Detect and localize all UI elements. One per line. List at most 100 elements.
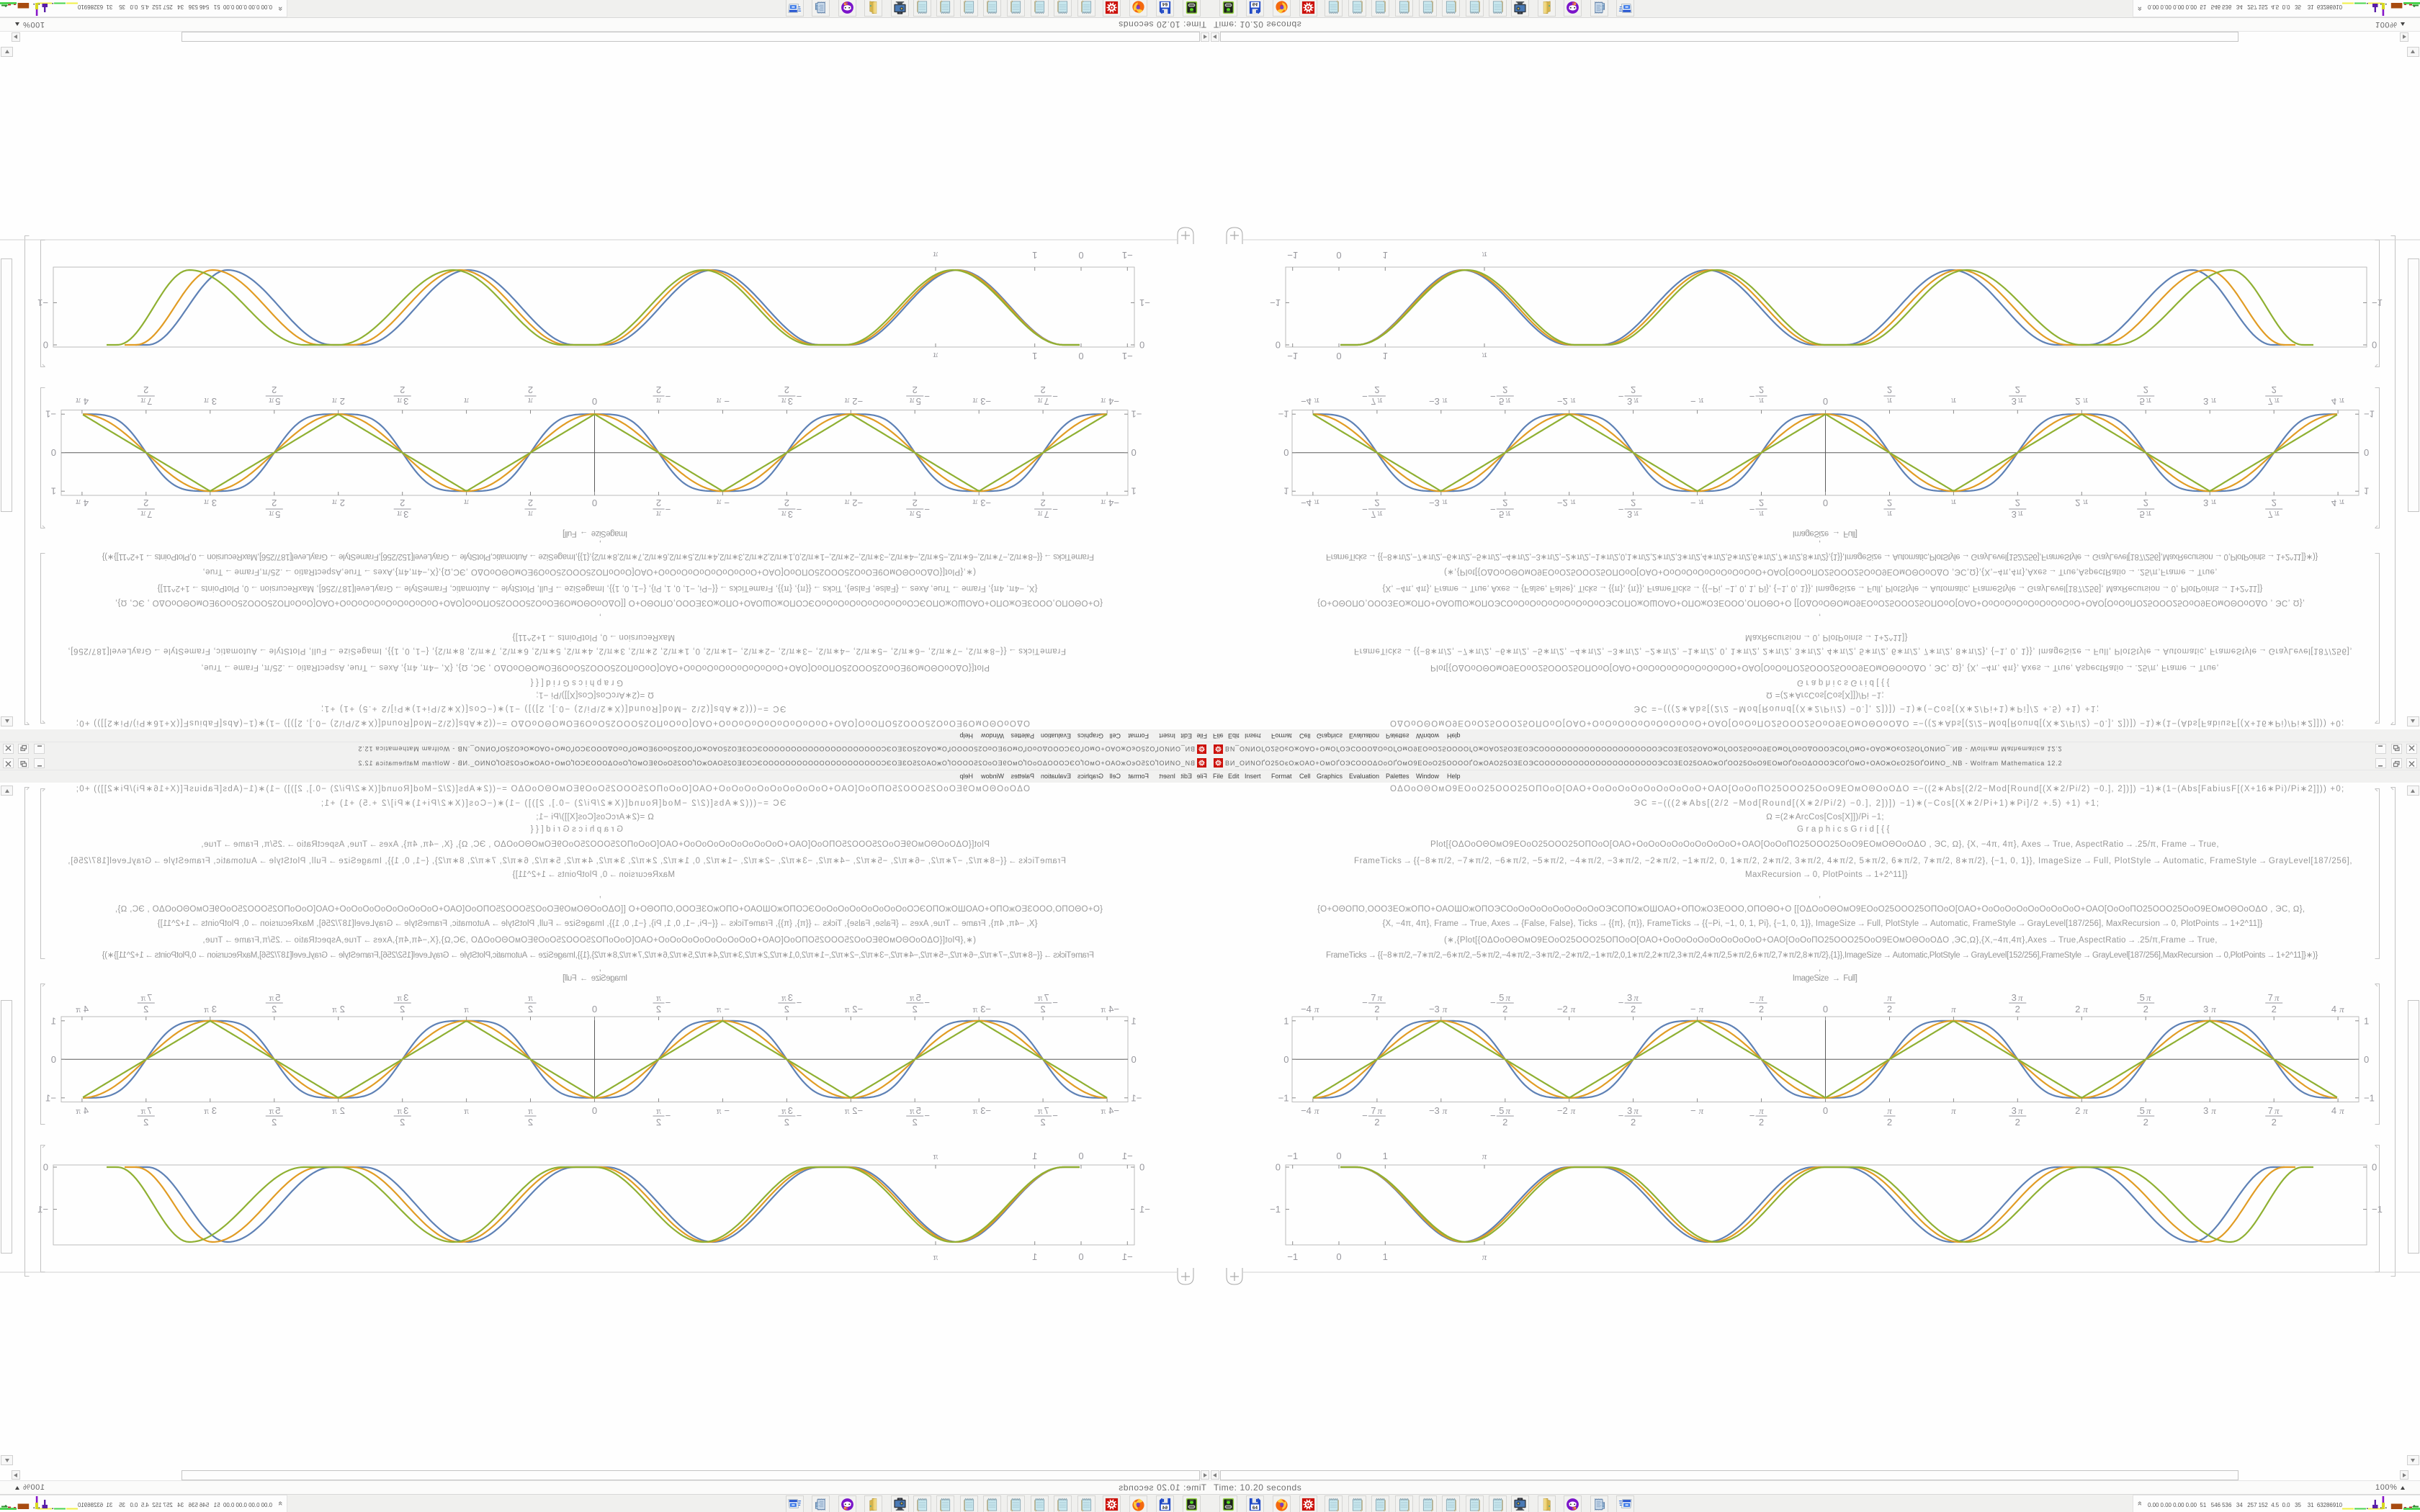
svg-text:−3: −3 bbox=[1429, 396, 1440, 407]
svg-text:−1: −1 bbox=[45, 409, 56, 420]
svg-text:−: − bbox=[1749, 504, 1755, 515]
svg-text:0: 0 bbox=[1078, 250, 1083, 261]
svg-text:π: π bbox=[1571, 1105, 1576, 1116]
svg-text:0: 0 bbox=[1283, 447, 1289, 458]
svg-text:π: π bbox=[464, 1105, 469, 1116]
svg-text:−4: −4 bbox=[1301, 1004, 1312, 1014]
svg-text:0: 0 bbox=[1078, 351, 1083, 361]
svg-text:2: 2 bbox=[2272, 384, 2277, 395]
svg-text:π: π bbox=[1571, 1004, 1576, 1014]
svg-text:π: π bbox=[933, 351, 938, 361]
svg-text:2: 2 bbox=[528, 498, 533, 508]
svg-text:π: π bbox=[332, 1004, 337, 1014]
svg-text:π: π bbox=[1378, 992, 1383, 1003]
svg-text:1: 1 bbox=[1032, 351, 1037, 361]
svg-text:π: π bbox=[1314, 396, 1319, 407]
svg-text:π: π bbox=[76, 498, 81, 508]
svg-text:4: 4 bbox=[84, 396, 89, 407]
svg-text:2: 2 bbox=[2075, 1004, 2080, 1014]
svg-text:−: − bbox=[924, 1110, 930, 1121]
svg-text:−: − bbox=[797, 391, 802, 402]
svg-text:2: 2 bbox=[2075, 396, 2080, 407]
svg-text:0: 0 bbox=[1131, 447, 1137, 458]
svg-text:5: 5 bbox=[1499, 396, 1504, 407]
svg-text:0: 0 bbox=[592, 1105, 597, 1116]
svg-text:π: π bbox=[1506, 1105, 1511, 1116]
svg-text:π: π bbox=[1699, 1105, 1704, 1116]
svg-text:π: π bbox=[1951, 1105, 1956, 1116]
svg-text:π: π bbox=[844, 498, 849, 508]
svg-text:π: π bbox=[933, 250, 938, 261]
svg-text:0: 0 bbox=[1823, 498, 1828, 508]
svg-text:π: π bbox=[1037, 396, 1042, 407]
svg-text:π: π bbox=[464, 498, 469, 508]
svg-text:5: 5 bbox=[2140, 992, 2145, 1003]
svg-text:π: π bbox=[1634, 1105, 1639, 1116]
svg-text:π: π bbox=[1037, 509, 1042, 520]
svg-text:−: − bbox=[1490, 504, 1496, 515]
svg-text:5: 5 bbox=[916, 1105, 921, 1116]
svg-text:1: 1 bbox=[1032, 1151, 1037, 1161]
svg-text:7: 7 bbox=[2268, 992, 2273, 1003]
svg-text:0: 0 bbox=[1139, 340, 1144, 351]
svg-text:7: 7 bbox=[1371, 509, 1376, 520]
svg-text:−: − bbox=[1690, 1105, 1696, 1116]
svg-text:2: 2 bbox=[2015, 1004, 2020, 1014]
svg-text:3: 3 bbox=[212, 498, 217, 508]
svg-text:3: 3 bbox=[1627, 992, 1632, 1003]
svg-text:−1: −1 bbox=[1287, 1251, 1298, 1262]
svg-text:2: 2 bbox=[1502, 1004, 1507, 1014]
svg-text:π: π bbox=[716, 1105, 721, 1116]
svg-text:π: π bbox=[1759, 992, 1764, 1003]
svg-text:π: π bbox=[1699, 396, 1704, 407]
svg-text:0: 0 bbox=[1276, 340, 1281, 351]
svg-text:π: π bbox=[1443, 498, 1448, 508]
svg-text:7: 7 bbox=[1371, 1105, 1376, 1116]
svg-text:0: 0 bbox=[1336, 351, 1341, 361]
svg-text:−1: −1 bbox=[1122, 250, 1133, 261]
svg-text:0: 0 bbox=[1283, 1054, 1289, 1065]
svg-text:−1: −1 bbox=[45, 1092, 56, 1103]
svg-text:2: 2 bbox=[1502, 384, 1507, 395]
svg-text:−4: −4 bbox=[1108, 1004, 1119, 1014]
svg-text:π: π bbox=[1443, 1105, 1448, 1116]
svg-text:4: 4 bbox=[2331, 1105, 2336, 1116]
svg-text:0: 0 bbox=[1336, 1251, 1341, 1262]
svg-text:π: π bbox=[269, 1105, 274, 1116]
svg-text:2: 2 bbox=[340, 1105, 345, 1116]
svg-text:2: 2 bbox=[340, 396, 345, 407]
svg-text:π: π bbox=[1378, 509, 1383, 520]
svg-text:1: 1 bbox=[1383, 351, 1388, 361]
svg-text:−3: −3 bbox=[1429, 1105, 1440, 1116]
svg-text:−1: −1 bbox=[1278, 409, 1289, 420]
svg-text:7: 7 bbox=[2268, 396, 2273, 407]
svg-text:2: 2 bbox=[272, 1004, 277, 1014]
svg-text:7: 7 bbox=[1371, 992, 1376, 1003]
svg-text:−: − bbox=[724, 396, 730, 407]
svg-text:π: π bbox=[1506, 509, 1511, 520]
svg-text:π: π bbox=[332, 498, 337, 508]
svg-text:1: 1 bbox=[1383, 1151, 1388, 1161]
svg-text:π: π bbox=[1951, 396, 1956, 407]
svg-text:7: 7 bbox=[2268, 509, 2273, 520]
svg-text:π: π bbox=[204, 498, 209, 508]
svg-text:2: 2 bbox=[1759, 1117, 1764, 1128]
svg-text:3: 3 bbox=[212, 1004, 217, 1014]
svg-text:1: 1 bbox=[1131, 486, 1137, 497]
svg-text:π: π bbox=[2018, 509, 2023, 520]
svg-text:0: 0 bbox=[1823, 1105, 1828, 1116]
svg-text:2: 2 bbox=[2143, 498, 2148, 508]
svg-text:π: π bbox=[2211, 396, 2216, 407]
svg-text:2: 2 bbox=[1759, 1004, 1764, 1014]
svg-text:π: π bbox=[1634, 992, 1639, 1003]
svg-text:7: 7 bbox=[1371, 396, 1376, 407]
svg-text:7: 7 bbox=[1044, 396, 1049, 407]
svg-text:2: 2 bbox=[528, 384, 533, 395]
svg-text:−: − bbox=[1490, 1110, 1496, 1121]
svg-text:0: 0 bbox=[1078, 1251, 1083, 1262]
svg-text:3: 3 bbox=[2203, 396, 2208, 407]
svg-text:64: 64 bbox=[1162, 1, 1168, 6]
svg-text:2: 2 bbox=[340, 1004, 345, 1014]
svg-text:−: − bbox=[924, 504, 930, 515]
svg-text:π: π bbox=[2018, 396, 2023, 407]
